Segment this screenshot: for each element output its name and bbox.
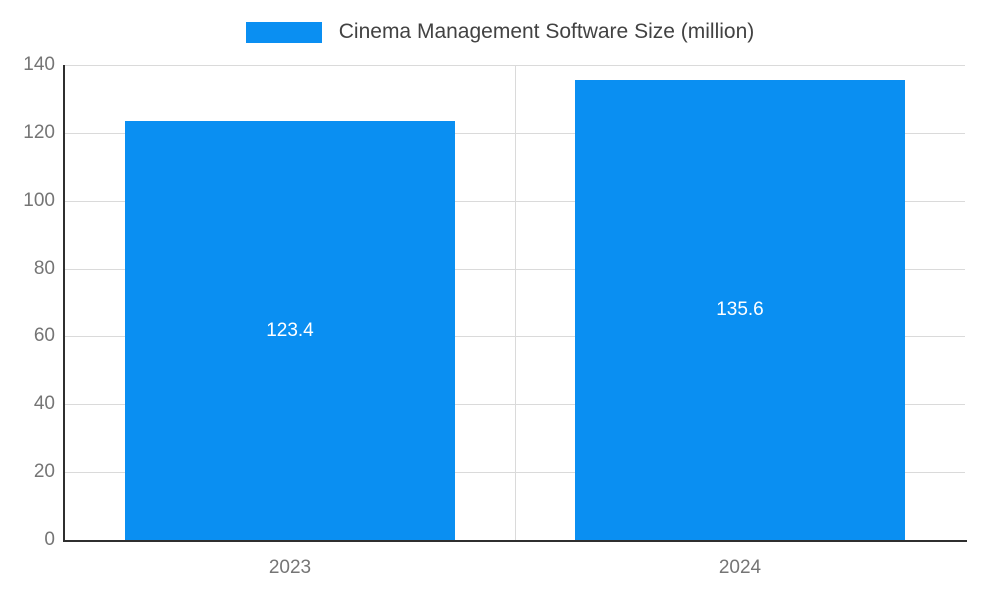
x-tick-label: 2023 [268, 557, 312, 578]
y-tick-label: 80 [33, 257, 55, 279]
plot-area: 123.4 135.6 [65, 65, 965, 540]
bar-value-label: 135.6 [716, 298, 764, 320]
x-tick-label: 2024 [718, 557, 762, 578]
chart-legend: Cinema Management Software Size (million… [0, 20, 1000, 44]
y-tick-label: 40 [33, 393, 55, 415]
y-tick-label: 60 [33, 325, 55, 347]
bar-2024: 135.6 [575, 79, 905, 540]
bar-value-label: 123.4 [266, 319, 314, 341]
chart-title: Cinema Management Software Size (million… [338, 20, 755, 43]
legend-swatch [245, 21, 322, 43]
y-tick-label: 0 [44, 529, 55, 550]
y-tick-label: 20 [33, 461, 55, 483]
y-axis-line [63, 65, 65, 542]
x-axis-line [63, 540, 967, 542]
bar-2023: 123.4 [125, 121, 455, 540]
y-tick-label: 120 [23, 121, 55, 143]
y-tick-label: 140 [23, 54, 55, 75]
y-tick-label: 100 [23, 189, 55, 211]
v-gridline [515, 65, 516, 540]
